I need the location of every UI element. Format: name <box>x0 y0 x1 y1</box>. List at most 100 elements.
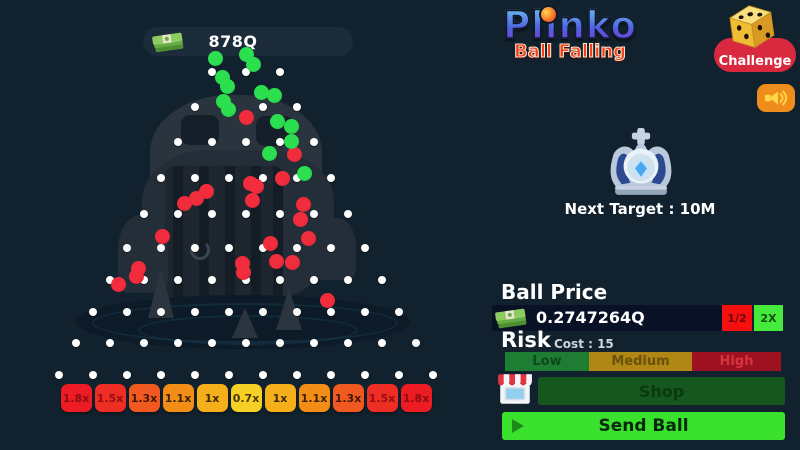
ball-green <box>246 57 261 72</box>
multiplier-slot: 1x <box>196 384 228 412</box>
peg <box>140 339 148 347</box>
multiplier-slot: 1.3x <box>128 384 160 412</box>
multiplier-slot: 1.8x <box>400 384 432 412</box>
peg <box>208 68 216 76</box>
ball-price-bar <box>492 305 722 331</box>
next-target-label: Next Target : 10M <box>564 200 716 218</box>
peg <box>140 210 148 218</box>
ball-red <box>155 229 170 244</box>
ball-red <box>129 269 144 284</box>
ball-green <box>284 134 299 149</box>
risk-tab-high[interactable]: High <box>692 352 781 371</box>
multiplier-slot: 1.5x <box>366 384 398 412</box>
peg <box>208 138 216 146</box>
ball-red <box>301 231 316 246</box>
peg <box>242 339 250 347</box>
peg <box>327 244 335 252</box>
shop-button[interactable]: Shop <box>538 377 785 405</box>
peg <box>123 244 131 252</box>
logo-i-dot <box>541 7 556 22</box>
risk-tab-low[interactable]: Low <box>505 352 589 371</box>
peg <box>293 103 301 111</box>
peg <box>310 339 318 347</box>
ball-red <box>189 191 204 206</box>
challenge-label: Challenge <box>718 54 792 69</box>
multiplier-slot: 1.3x <box>332 384 364 412</box>
peg <box>327 174 335 182</box>
monster-mouth-cage <box>165 166 283 302</box>
peg <box>225 308 233 316</box>
peg <box>157 244 165 252</box>
peg <box>89 371 97 379</box>
peg <box>225 244 233 252</box>
peg <box>395 371 403 379</box>
rock-right <box>314 218 356 280</box>
peg <box>208 210 216 218</box>
ball-red <box>269 254 284 269</box>
peg <box>242 68 250 76</box>
risk-cost-label: Cost : 15 <box>554 337 614 351</box>
peg <box>225 371 233 379</box>
logo-title: Plinko <box>484 5 656 47</box>
peg <box>55 371 63 379</box>
peg <box>89 308 97 316</box>
peg <box>174 276 182 284</box>
peg <box>191 174 199 182</box>
balance-value: 878Q <box>208 32 258 51</box>
peg <box>276 68 284 76</box>
double-price-button[interactable]: 2X <box>754 305 783 331</box>
ball-red <box>293 212 308 227</box>
ball-red <box>177 196 192 211</box>
peg <box>310 138 318 146</box>
sound-button[interactable] <box>757 84 795 112</box>
peg <box>259 308 267 316</box>
peg <box>293 308 301 316</box>
peg <box>259 174 267 182</box>
ball-green <box>220 79 235 94</box>
send-ball-button[interactable]: Send Ball <box>502 412 785 440</box>
peg <box>327 371 335 379</box>
peg <box>361 371 369 379</box>
peg <box>242 138 250 146</box>
half-price-button[interactable]: 1/2 <box>722 305 752 331</box>
cash-icon <box>152 32 184 53</box>
peg <box>157 174 165 182</box>
peg <box>191 244 199 252</box>
storefront-icon <box>498 374 532 404</box>
multiplier-slot: 1.1x <box>298 384 330 412</box>
peg <box>378 339 386 347</box>
peg <box>157 371 165 379</box>
plinko-board: 1.8x 1.5x 1.3x 1.1x 1x 0.7x 1x 1.1x 1.3x 1.5x 1.8x <box>55 47 437 412</box>
peg <box>123 308 131 316</box>
peg <box>225 174 233 182</box>
ball-red <box>249 179 264 194</box>
peg <box>106 276 114 284</box>
multiplier-slot: 1x <box>264 384 296 412</box>
risk-tab-medium[interactable]: Medium <box>589 352 692 371</box>
ball-price-value: 0.2747264Q <box>536 308 645 327</box>
shop-label: Shop <box>638 381 685 401</box>
risk-heading: Risk <box>501 328 551 352</box>
peg <box>361 244 369 252</box>
multiplier-slot: 0.7x <box>230 384 262 412</box>
peg <box>259 371 267 379</box>
peg <box>242 210 250 218</box>
ball-red <box>296 197 311 212</box>
ball-green <box>221 102 236 117</box>
peg <box>191 371 199 379</box>
ball-red <box>320 293 335 308</box>
peg <box>378 276 386 284</box>
peg <box>344 339 352 347</box>
peg <box>174 138 182 146</box>
peg <box>174 339 182 347</box>
ball-red <box>239 110 254 125</box>
peg <box>344 210 352 218</box>
ball-price-heading: Ball Price <box>501 280 608 304</box>
peg <box>344 276 352 284</box>
peg <box>242 276 250 284</box>
peg <box>123 371 131 379</box>
ball-green <box>254 85 269 100</box>
ball-red <box>245 193 260 208</box>
ball-red <box>236 265 251 280</box>
